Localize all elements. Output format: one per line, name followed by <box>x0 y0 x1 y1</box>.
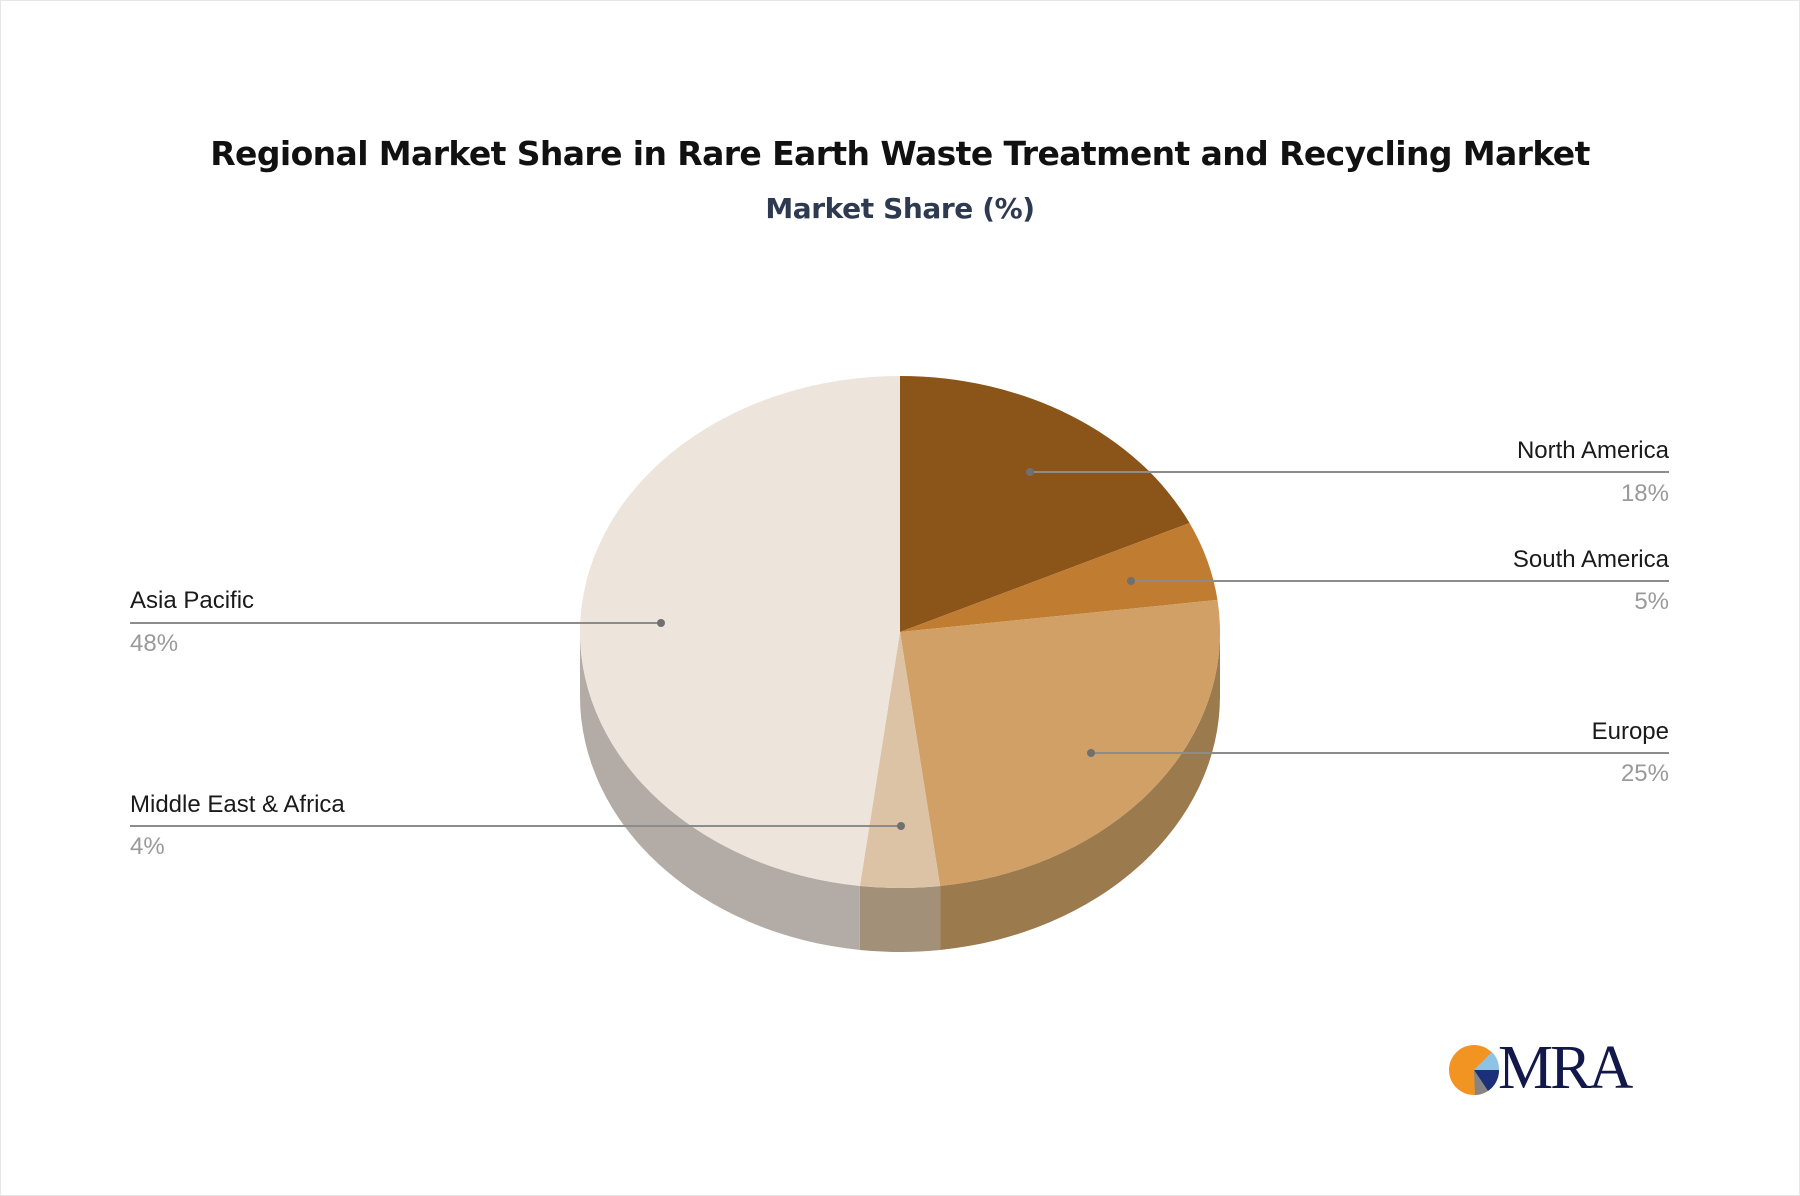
value-middle-east-africa: 4% <box>130 833 165 860</box>
pie-slice-middle-east-africa[interactable] <box>859 632 941 888</box>
label-north-america: North America <box>1516 437 1669 464</box>
pie-slice-asia-pacific[interactable] <box>579 376 900 886</box>
pie-side-europe <box>940 632 1220 950</box>
value-south-america: 5% <box>1634 588 1669 615</box>
value-north-america: 18% <box>1620 480 1669 507</box>
value-europe: 25% <box>1620 760 1669 787</box>
leader-dot-europe <box>1087 749 1095 757</box>
pie-slice-south-america[interactable] <box>900 523 1218 632</box>
chart-subtitle: Market Share (%) <box>765 192 1035 225</box>
pie-slice-north-america[interactable] <box>900 376 1190 632</box>
logo-text: MRA <box>1498 1034 1633 1102</box>
pie-slice-europe[interactable] <box>900 599 1220 886</box>
pie-sides <box>580 632 1220 952</box>
label-middle-east-africa: Middle East & Africa <box>130 791 345 818</box>
label-south-america: South America <box>1512 546 1669 573</box>
leader-dot-asia-pacific <box>897 822 905 830</box>
chart-title: Regional Market Share in Rare Earth Wast… <box>210 134 1590 173</box>
mra-logo: MRA <box>1448 1036 1638 1100</box>
leader-dot-north-america <box>1026 468 1034 476</box>
pie-side-asia-pacific <box>580 632 860 950</box>
leader-dot-south-america <box>1127 577 1135 585</box>
leader-lines <box>130 468 1669 830</box>
leader-dot-middle-east-africa <box>657 619 665 627</box>
pie-side-middle-east-africa <box>859 885 941 952</box>
label-asia-pacific: Asia Pacific <box>130 587 255 614</box>
label-europe: Europe <box>1591 718 1669 745</box>
pie-slices <box>579 376 1220 888</box>
value-asia-pacific: 48% <box>130 630 179 657</box>
pie-chart-logo-icon <box>1449 1045 1500 1095</box>
